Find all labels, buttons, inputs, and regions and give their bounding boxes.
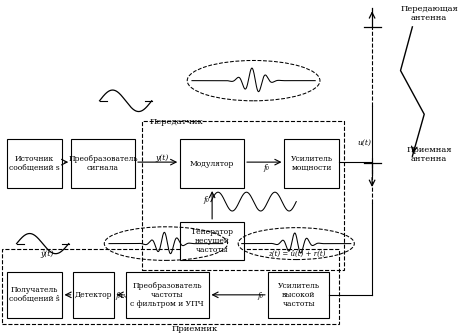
Text: z(t) = û(t) + r(t): z(t) = û(t) + r(t) [268, 250, 325, 258]
Text: Модулятор: Модулятор [190, 160, 234, 168]
Bar [2, 249, 339, 324]
Text: f₀: f₀ [203, 196, 209, 204]
Text: Передатчик: Передатчик [149, 118, 203, 126]
Text: y(t): y(t) [155, 154, 168, 162]
Bar [126, 272, 209, 318]
Bar [73, 272, 114, 318]
Bar [180, 139, 244, 188]
Text: Генератор
несущей
частоты: Генератор несущей частоты [191, 228, 233, 254]
Text: f₀: f₀ [257, 292, 263, 300]
Text: Преобразователь
сигнала: Преобразователь сигнала [68, 155, 138, 172]
Text: Детектор: Детектор [75, 291, 112, 299]
Text: Передающая
антенна: Передающая антенна [400, 5, 458, 22]
Bar [7, 272, 62, 318]
Text: Источник
сообщений s: Источник сообщений s [9, 155, 60, 172]
Text: Усилитель
высокой
частоты: Усилитель высокой частоты [278, 282, 319, 308]
Text: fпч: fпч [116, 292, 128, 300]
Bar [180, 222, 244, 260]
Bar [7, 139, 62, 188]
Text: Приемная
антенна: Приемная антенна [406, 146, 452, 163]
Text: Получатель
сообщений ŝ: Получатель сообщений ŝ [9, 286, 60, 303]
Text: u(t): u(t) [358, 139, 372, 147]
Bar [142, 121, 344, 270]
Text: Преобразователь
частоты
с фильтром и УПЧ: Преобразователь частоты с фильтром и УПЧ [130, 282, 204, 308]
Text: ŷ(t): ŷ(t) [41, 250, 54, 258]
Bar [284, 139, 339, 188]
Text: f₀: f₀ [263, 164, 269, 172]
Text: Приемник: Приемник [171, 325, 218, 333]
Text: Усилитель
мощности: Усилитель мощности [291, 155, 333, 172]
Bar [71, 139, 135, 188]
Bar [268, 272, 329, 318]
